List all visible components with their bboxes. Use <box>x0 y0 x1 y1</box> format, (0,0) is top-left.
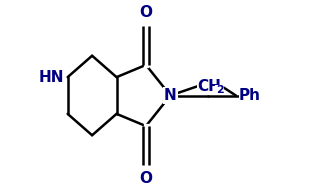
Text: CH: CH <box>197 79 221 94</box>
Text: 2: 2 <box>216 85 223 95</box>
Text: HN: HN <box>39 70 65 85</box>
Text: O: O <box>139 171 153 186</box>
Text: Ph: Ph <box>239 88 261 103</box>
Text: O: O <box>139 5 153 20</box>
Text: N: N <box>164 88 177 103</box>
